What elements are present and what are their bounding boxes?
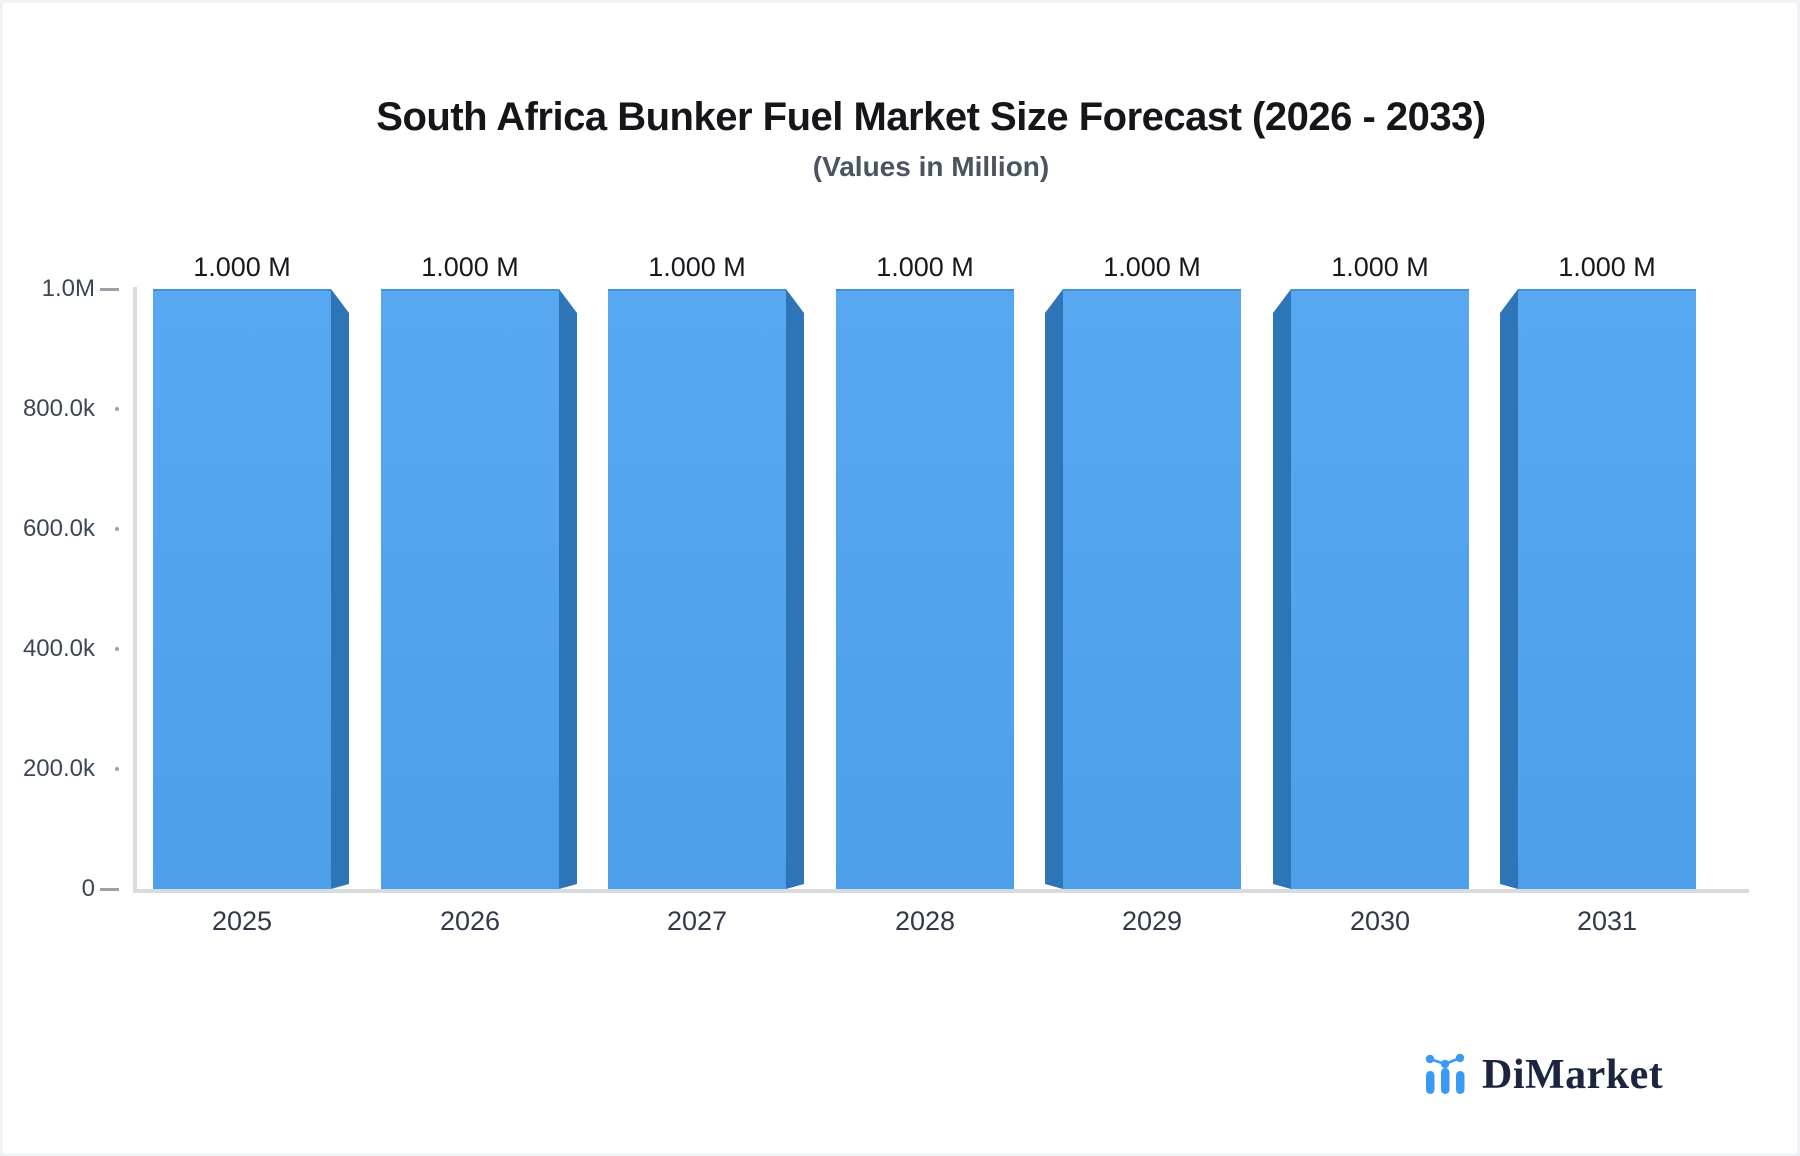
plot-area: 0 200.0k 400.0k 600.0k 800.0k 1.0M 1.000 M 2025… [3, 3, 1797, 1153]
bar-2028[interactable] [836, 289, 1014, 889]
y-tick-mark [115, 407, 119, 411]
y-tick-label: 400.0k [22, 635, 95, 662]
y-tick-mark [100, 288, 119, 291]
brand-logo: DiMarket [1423, 1045, 1663, 1097]
mini-bar-chart-icon [1425, 1053, 1465, 1094]
y-tick-mark [100, 888, 119, 891]
bar-value-label: 1.000 M [1331, 252, 1429, 282]
y-tick-label: 600.0k [22, 515, 95, 542]
y-tick-label: 800.0k [22, 395, 95, 422]
bar-2030[interactable] [1291, 289, 1469, 889]
bar-side-face [331, 289, 349, 889]
bar-side-face [786, 289, 804, 889]
bar-2026[interactable] [381, 289, 559, 889]
bar-2031[interactable] [1518, 289, 1696, 889]
x-axis-label: 2030 [1349, 906, 1411, 936]
chart-subtitle: (Values in Million) [812, 151, 1050, 182]
y-tick-mark [115, 767, 119, 771]
y-tick-label: 200.0k [22, 755, 95, 782]
x-axis-line [133, 889, 1749, 893]
bar-value-label: 1.000 M [1558, 252, 1656, 282]
bar-side-face [1273, 289, 1291, 889]
bar-side-face [1500, 289, 1518, 889]
x-axis-label: 2027 [666, 906, 728, 936]
bar-value-label: 1.000 M [648, 252, 746, 282]
bar-2027[interactable] [608, 289, 786, 889]
bar-2029[interactable] [1063, 289, 1241, 889]
bar-2025[interactable] [153, 289, 331, 889]
x-axis-label: 2031 [1576, 906, 1638, 936]
y-axis-line [133, 287, 137, 893]
y-tick-label: 1.0M [41, 275, 95, 302]
bar-value-label: 1.000 M [193, 252, 291, 282]
chart-title: South Africa Bunker Fuel Market Size For… [376, 95, 1486, 139]
bar-side-face [559, 289, 577, 889]
y-tick-mark [115, 647, 119, 651]
bar-value-label: 1.000 M [421, 252, 519, 282]
brand-name: DiMarket [1482, 1052, 1664, 1098]
bar-value-label: 1.000 M [1103, 252, 1201, 282]
x-axis-label: 2028 [894, 906, 956, 936]
y-tick-mark [115, 527, 119, 531]
x-axis-label: 2026 [439, 906, 501, 936]
bar-value-label: 1.000 M [876, 252, 974, 282]
bar-side-face [1045, 289, 1063, 889]
x-axis-label: 2025 [211, 906, 273, 936]
y-tick-label: 0 [81, 875, 95, 902]
x-axis-label: 2029 [1121, 906, 1183, 936]
